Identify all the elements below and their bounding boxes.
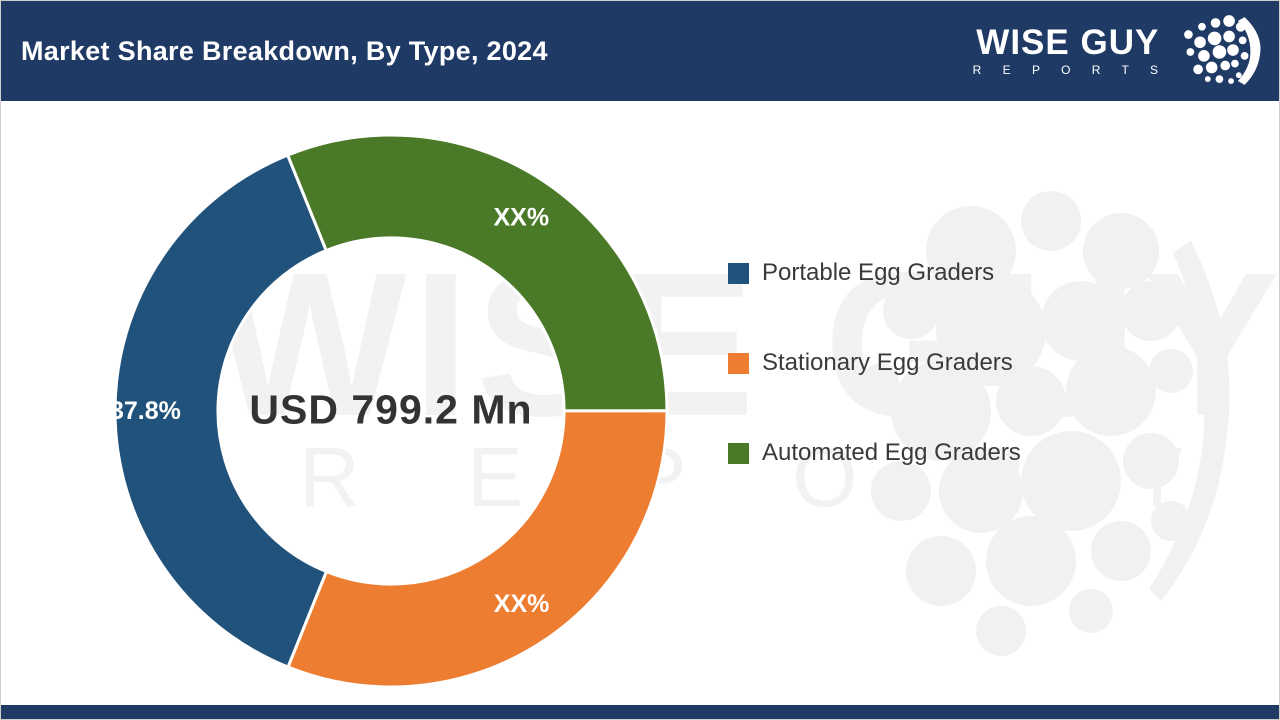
legend-label-portable-egg-graders: Portable Egg Graders <box>762 259 995 286</box>
brand-face-icon <box>1184 15 1261 85</box>
donut-slice-stationary-egg-graders <box>286 409 669 689</box>
legend-swatch-portable-egg-graders <box>728 262 749 284</box>
footer-bar <box>1 705 1279 719</box>
legend-swatch-stationary-egg-graders <box>728 352 749 374</box>
page-title: Market Share Breakdown, By Type, 2024 <box>21 35 548 66</box>
donut-chart: XX% XX% 37.8% <box>110 133 669 689</box>
brand-subtitle: R E P O R T S <box>972 63 1167 77</box>
chart-legend: Portable Egg Graders Stationary Egg Grade… <box>728 259 1021 529</box>
legend-swatch-automated-egg-graders <box>728 442 749 464</box>
slice-label-stationary-egg-graders: XX% <box>494 590 550 618</box>
donut-slice-automated-egg-graders <box>285 133 669 413</box>
slice-label-automated-egg-graders: XX% <box>494 204 550 232</box>
donut-slice-portable-egg-graders <box>113 153 329 670</box>
brand-logo: WISE GUY R E P O R T S <box>969 12 1263 90</box>
watermark-face-graphic <box>863 191 1230 656</box>
legend-label-stationary-egg-graders: Stationary Egg Graders <box>762 349 1013 376</box>
chart-center-value: USD 799.2 Mn <box>249 386 533 433</box>
legend-item-stationary-egg-graders: Stationary Egg Graders <box>728 349 1021 377</box>
legend-item-automated-egg-graders: Automated Egg Graders <box>728 439 1021 467</box>
brand-logo-text: WISE GUY R E P O R T S <box>969 23 1167 78</box>
header-bar: Market Share Breakdown, By Type, 2024 WI… <box>1 1 1279 101</box>
brand-name: WISE GUY <box>976 23 1160 62</box>
slice-label-portable-egg-graders: 37.8% <box>110 397 181 425</box>
legend-item-portable-egg-graders: Portable Egg Graders <box>728 259 1021 287</box>
legend-label-automated-egg-graders: Automated Egg Graders <box>762 439 1021 466</box>
